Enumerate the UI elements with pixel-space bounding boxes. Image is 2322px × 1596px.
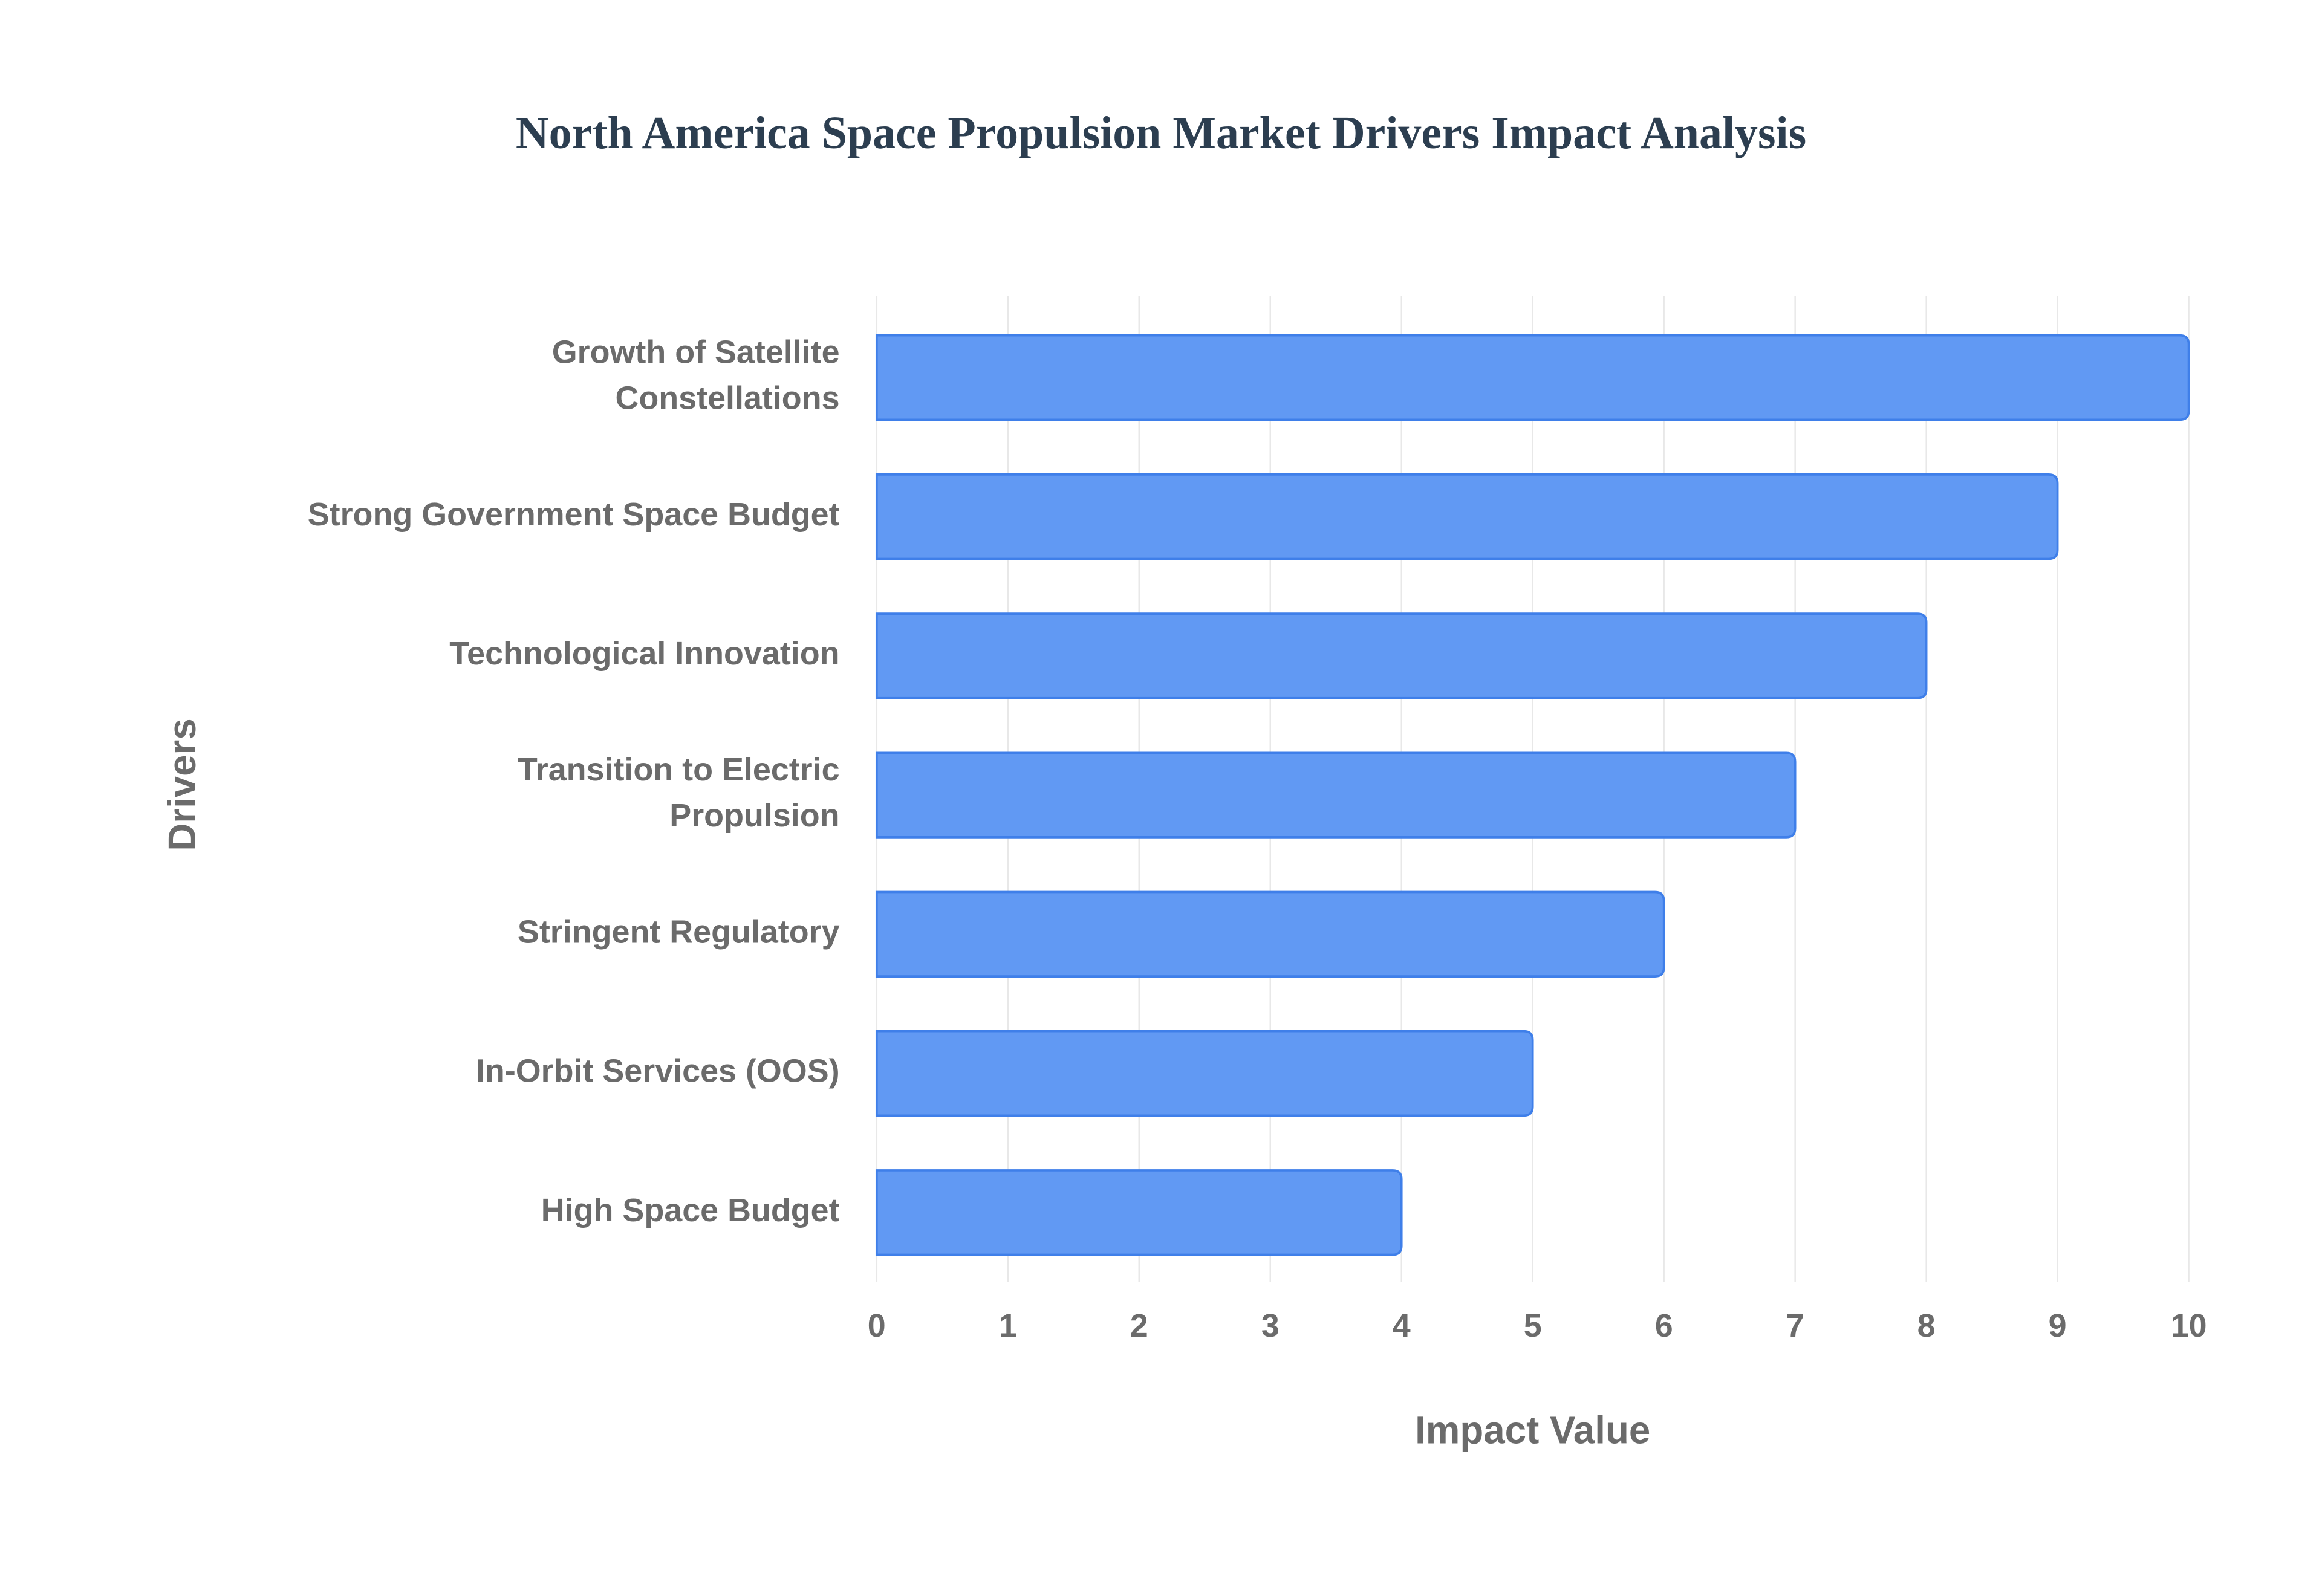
x-tick-label: 3 xyxy=(1261,1308,1280,1344)
y-tick-label: Stringent Regulatory xyxy=(518,914,840,950)
y-tick-label: High Space Budget xyxy=(541,1192,840,1228)
x-tick-label: 9 xyxy=(2049,1308,2067,1344)
x-tick-label: 0 xyxy=(868,1308,886,1344)
x-axis-title: Impact Value xyxy=(1415,1409,1650,1452)
bar xyxy=(875,890,1665,978)
x-tick-label: 2 xyxy=(1130,1308,1148,1344)
y-tick-label: Transition to Electric Propulsion xyxy=(518,751,840,834)
y-tick-label: Strong Government Space Budget xyxy=(308,496,840,533)
bar xyxy=(875,1030,1534,1117)
x-tick-label: 5 xyxy=(1524,1308,1542,1344)
bar xyxy=(875,612,1928,699)
x-tick-label: 1 xyxy=(999,1308,1017,1344)
x-tick-label: 10 xyxy=(2171,1308,2207,1344)
bar xyxy=(875,473,2059,560)
y-axis-title: Drivers xyxy=(161,718,204,851)
y-tick-label: Growth of Satellite Constellations xyxy=(552,334,840,417)
bar xyxy=(875,334,2190,421)
bar xyxy=(875,751,1797,839)
x-tick-label: 8 xyxy=(1917,1308,1936,1344)
chart-title: North America Space Propulsion Market Dr… xyxy=(516,108,1806,158)
x-tick-label: 4 xyxy=(1393,1308,1411,1344)
x-tick-label: 6 xyxy=(1655,1308,1673,1344)
y-tick-label: Technological Innovation xyxy=(449,635,839,672)
y-tick-label: In-Orbit Services (OOS) xyxy=(476,1053,840,1089)
bar xyxy=(875,1169,1403,1256)
x-tick-label: 7 xyxy=(1786,1308,1804,1344)
